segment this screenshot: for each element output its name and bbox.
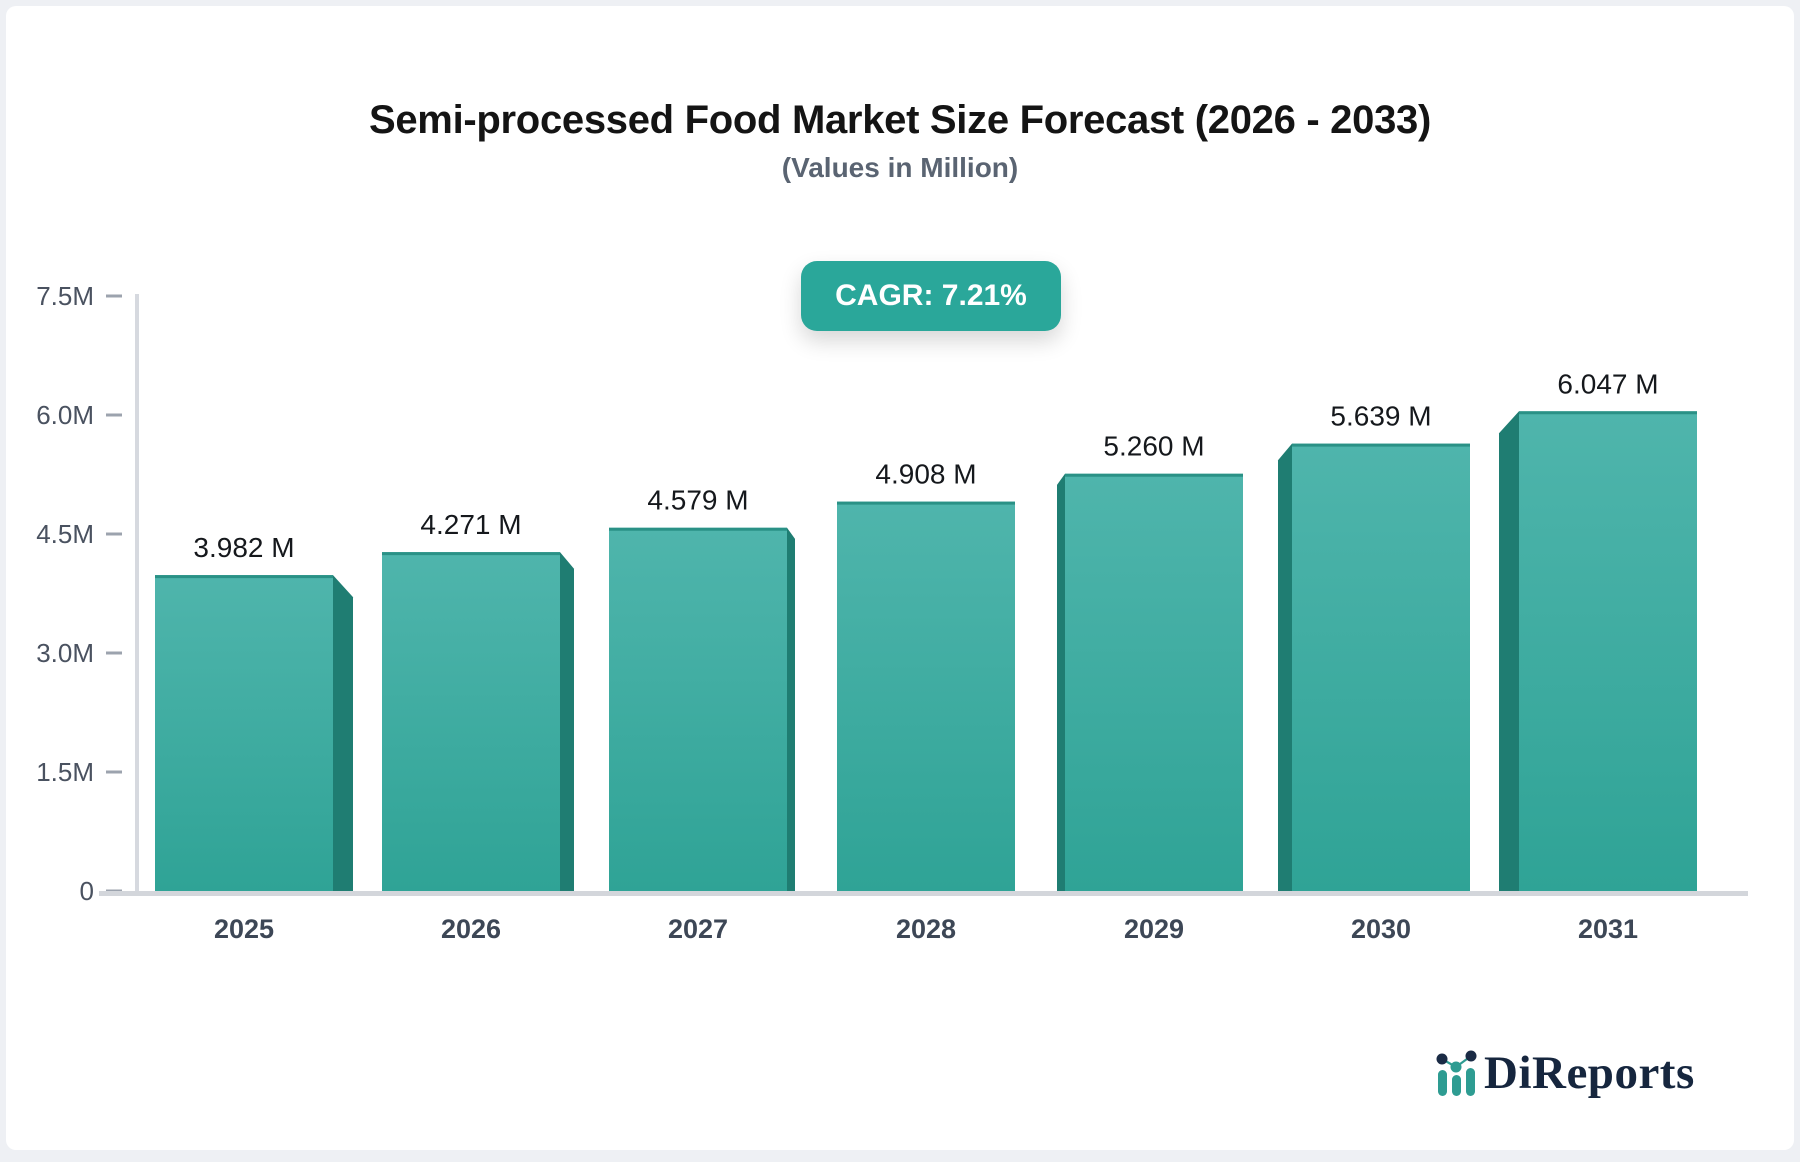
x-axis-label: 2026: [441, 914, 501, 944]
bar-2025: [155, 575, 353, 891]
bar-value-label: 6.047 M: [1557, 368, 1658, 399]
y-axis-label: 4.5M: [36, 519, 94, 549]
bar-side-face: [333, 575, 353, 891]
bar-2029: [1057, 473, 1243, 891]
bar-front-face: [1292, 443, 1470, 891]
brand-logo: DiReports: [1430, 1038, 1730, 1108]
x-axis-label: 2031: [1578, 914, 1638, 944]
bar-front-face: [1065, 473, 1243, 891]
chart-subtitle: (Values in Million): [781, 152, 1019, 183]
x-axis-label: 2029: [1124, 914, 1184, 944]
bar-front-face: [382, 552, 560, 891]
y-axis-label: 1.5M: [36, 757, 94, 787]
bar-side-face: [560, 552, 574, 891]
bar-value-label: 4.908 M: [875, 459, 976, 490]
x-axis-label: 2030: [1351, 914, 1411, 944]
x-axis-label: 2027: [668, 914, 728, 944]
bar-side-face: [1499, 411, 1519, 891]
chart-title: Semi-processed Food Market Size Forecast…: [368, 98, 1431, 142]
bar-side-face: [787, 527, 795, 891]
y-axis-label: 6.0M: [36, 400, 94, 430]
bar-2027: [609, 527, 795, 891]
y-axis-label: 3.0M: [36, 638, 94, 668]
bar-value-label: 4.271 M: [420, 509, 521, 540]
bar-2026: [382, 552, 574, 891]
cagr-badge: CAGR: 7.21%: [801, 261, 1061, 331]
bar-2030: [1278, 443, 1470, 891]
y-axis-label: 7.5M: [36, 281, 94, 311]
bar-2028: [837, 501, 1015, 891]
bar-side-face: [1278, 443, 1292, 891]
brand-logo-text: DiReports: [1484, 1047, 1695, 1099]
y-axis-label: 0: [80, 876, 94, 906]
bar-side-face: [1057, 473, 1065, 891]
x-axis-label: 2025: [214, 914, 274, 944]
bar-chart: 7.5M 6.0M 4.5M 3.0M 1.5M 0 3.982 M 2025 4.271 M 2…: [36, 281, 1748, 944]
bar-front-face: [837, 501, 1015, 891]
bar-front-face: [1519, 411, 1697, 891]
bar-front-face: [609, 527, 787, 891]
x-axis-label: 2028: [896, 914, 956, 944]
chart-card: Semi-processed Food Market Size Forecast…: [6, 6, 1794, 1150]
bar-value-label: 3.982 M: [193, 532, 294, 563]
bar-value-label: 5.639 M: [1330, 401, 1431, 432]
bar-2031: [1499, 411, 1697, 891]
bar-value-label: 4.579 M: [647, 485, 748, 516]
bar-value-label: 5.260 M: [1103, 431, 1204, 462]
brand-logo-icon: [1436, 1050, 1477, 1096]
bar-front-face: [155, 575, 333, 891]
